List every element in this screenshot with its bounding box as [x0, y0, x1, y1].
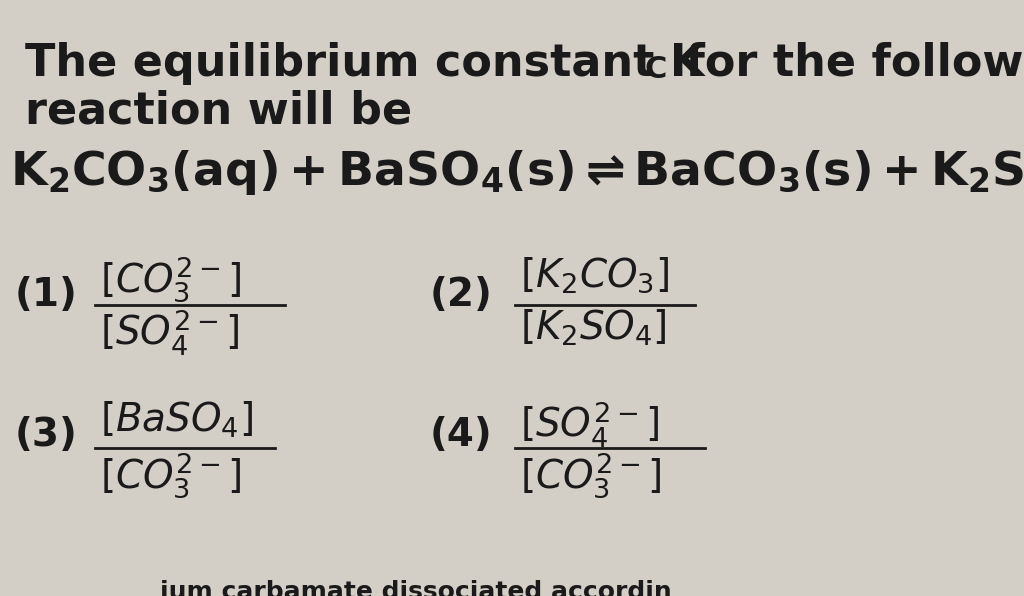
Text: $[CO_3^{2-}]$: $[CO_3^{2-}]$ [100, 451, 242, 501]
Text: for the following: for the following [670, 42, 1024, 85]
Text: $[BaSO_4]$: $[BaSO_4]$ [100, 400, 253, 440]
Text: C: C [644, 55, 667, 84]
Text: $[SO_4^{2-}]$: $[SO_4^{2-}]$ [100, 308, 239, 358]
Text: (2): (2) [430, 276, 493, 314]
Text: $[SO_4^{2-}]$: $[SO_4^{2-}]$ [520, 400, 659, 450]
Text: ium carbamate dissociated accordin: ium carbamate dissociated accordin [160, 580, 672, 596]
Text: $[K_2CO_3]$: $[K_2CO_3]$ [520, 255, 669, 294]
Text: The equilibrium constant K: The equilibrium constant K [25, 42, 705, 85]
Text: (1): (1) [15, 276, 78, 314]
Text: (3): (3) [15, 416, 78, 454]
Text: reaction will be: reaction will be [25, 90, 412, 133]
Text: $[CO_3^{2-}]$: $[CO_3^{2-}]$ [100, 255, 242, 305]
Text: $\mathbf{K_2CO_3(aq) + BaSO_4(s) \rightleftharpoons BaCO_3(s)+ K_2SO_4(aq)}$: $\mathbf{K_2CO_3(aq) + BaSO_4(s) \rightl… [10, 148, 1024, 197]
Text: $[CO_3^{2-}]$: $[CO_3^{2-}]$ [520, 451, 662, 501]
Text: (4): (4) [430, 416, 493, 454]
Text: $[K_2SO_4]$: $[K_2SO_4]$ [520, 308, 667, 348]
